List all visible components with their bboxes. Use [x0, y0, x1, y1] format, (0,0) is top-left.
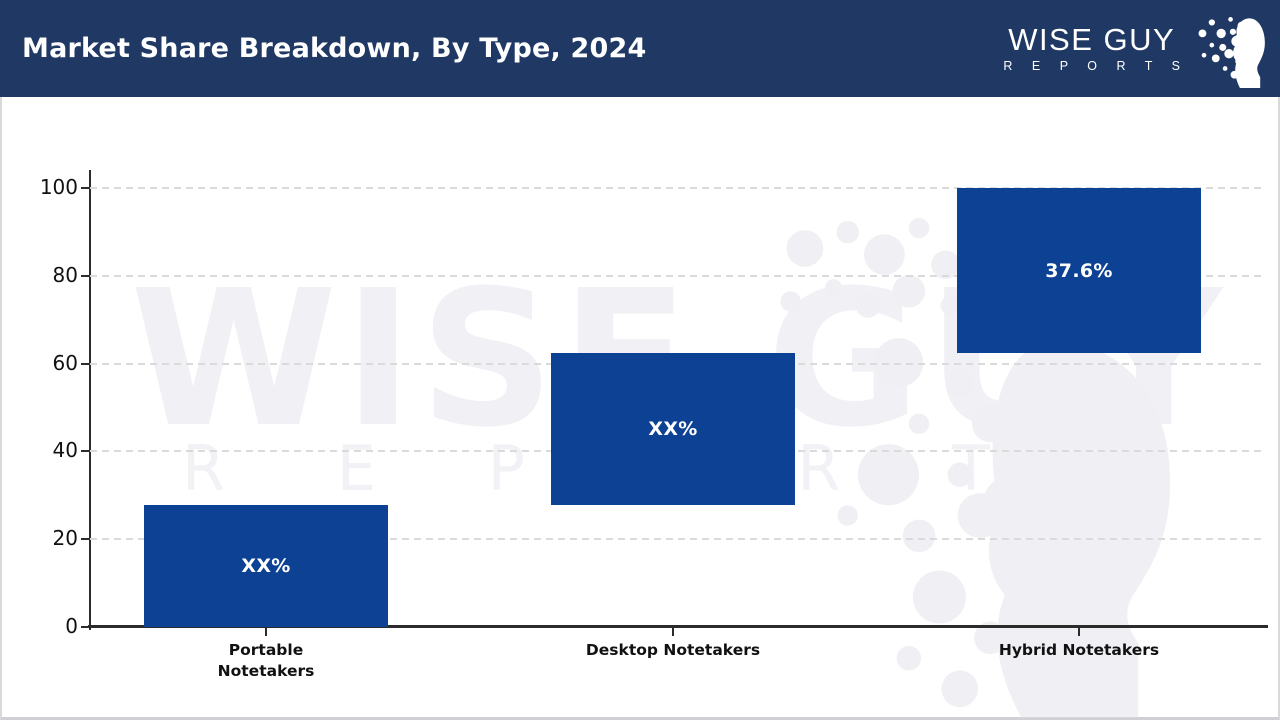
x-axis-line [88, 625, 1268, 628]
bar-value-label: XX% [241, 554, 291, 577]
x-category-label: Hybrid Notetakers [998, 641, 1160, 659]
grid-line [90, 187, 1266, 189]
y-axis-tick [81, 538, 89, 541]
chart-title: Market Share Breakdown, By Type, 2024 [22, 33, 647, 64]
y-axis-tick [81, 187, 89, 189]
y-axis-tick-label: 20 [52, 526, 78, 551]
wise-guy-reports-logo: WISE GUY R E P O R T S [995, 7, 1268, 91]
y-axis-tick-label: 80 [52, 262, 78, 287]
grid-line [90, 274, 1266, 277]
y-axis-tick [81, 274, 89, 277]
y-axis-tick [81, 362, 89, 365]
y-axis-tick [81, 450, 89, 453]
x-axis-tick [1078, 628, 1080, 636]
x-category-label: Portable Notetakers [217, 641, 315, 680]
y-axis-line [89, 170, 91, 630]
bar-value-label: XX% [648, 417, 698, 440]
grid-line [90, 538, 1266, 541]
x-axis-tick [672, 628, 674, 636]
y-axis-tick [81, 626, 89, 628]
x-category-label: Desktop Notetakers [585, 641, 761, 659]
y-axis-tick-label: 0 [65, 614, 78, 638]
y-axis-tick-label: 40 [52, 438, 78, 463]
dotted-head-icon [1198, 16, 1265, 88]
bar-segment: XX% [551, 353, 795, 505]
header-bar: Market Share Breakdown, By Type, 2024 WI… [0, 0, 1280, 97]
bar-value-label: 37.6% [1045, 259, 1113, 282]
y-axis-tick-label: 100 [39, 175, 78, 199]
y-axis-tick-label: 60 [52, 350, 78, 375]
plot-area: 0 20 40 60 80 100 XX% Portable Notetakers XX% Des… [2, 97, 1280, 720]
logo-subtitle: R E P O R T S [1003, 59, 1188, 74]
bar-segment: 37.6% [957, 188, 1201, 354]
logo-text: WISE GUY R E P O R T S [995, 21, 1188, 74]
bar-segment: XX% [144, 504, 388, 627]
x-axis-tick [265, 628, 267, 636]
logo-wordmark: WISE GUY [1008, 21, 1176, 57]
